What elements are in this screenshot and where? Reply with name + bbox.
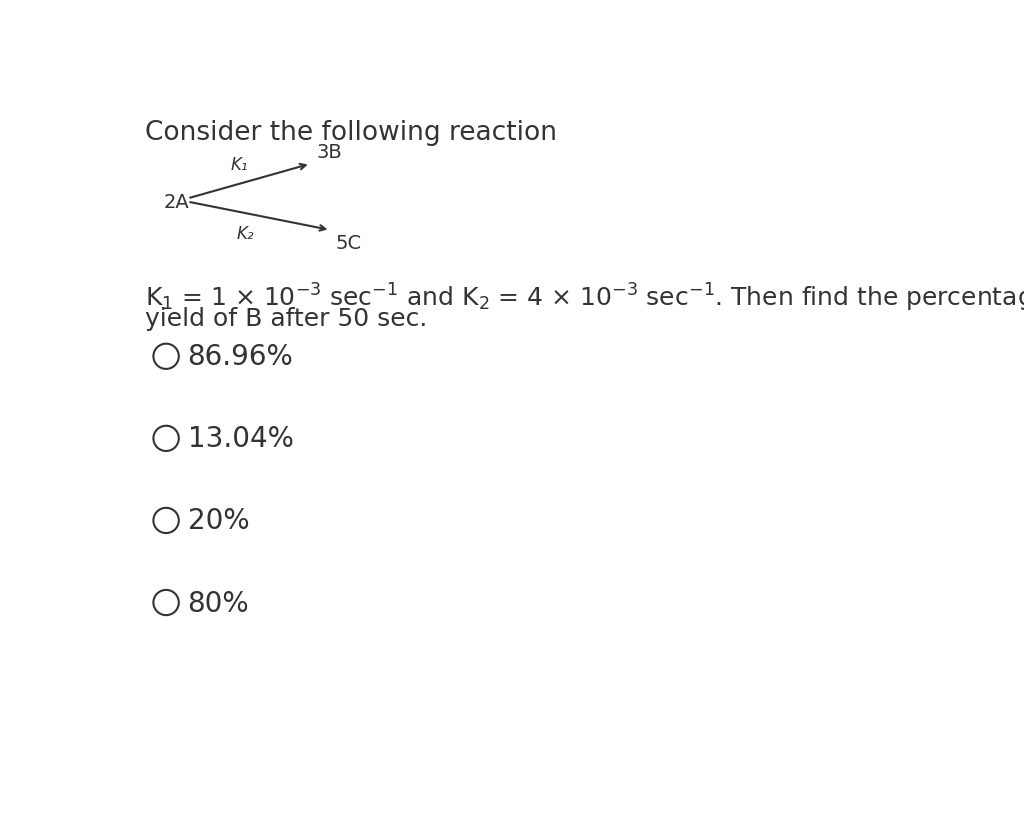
Text: 80%: 80% xyxy=(187,589,249,617)
Text: 86.96%: 86.96% xyxy=(187,343,293,371)
Text: K₂: K₂ xyxy=(237,224,254,242)
Text: K₁: K₁ xyxy=(230,156,248,174)
Text: 2A: 2A xyxy=(164,192,189,212)
Text: Consider the following reaction: Consider the following reaction xyxy=(145,120,557,147)
Text: K$_1$ = 1 × 10$^{-3}$ sec$^{-1}$ and K$_2$ = 4 × 10$^{-3}$ sec$^{-1}$. Then find: K$_1$ = 1 × 10$^{-3}$ sec$^{-1}$ and K$_… xyxy=(145,281,1024,314)
Text: 20%: 20% xyxy=(187,507,249,535)
Text: 3B: 3B xyxy=(316,143,343,161)
Text: 13.04%: 13.04% xyxy=(187,425,294,453)
Text: 5C: 5C xyxy=(336,234,362,253)
Text: yield of B after 50 sec.: yield of B after 50 sec. xyxy=(145,306,428,330)
